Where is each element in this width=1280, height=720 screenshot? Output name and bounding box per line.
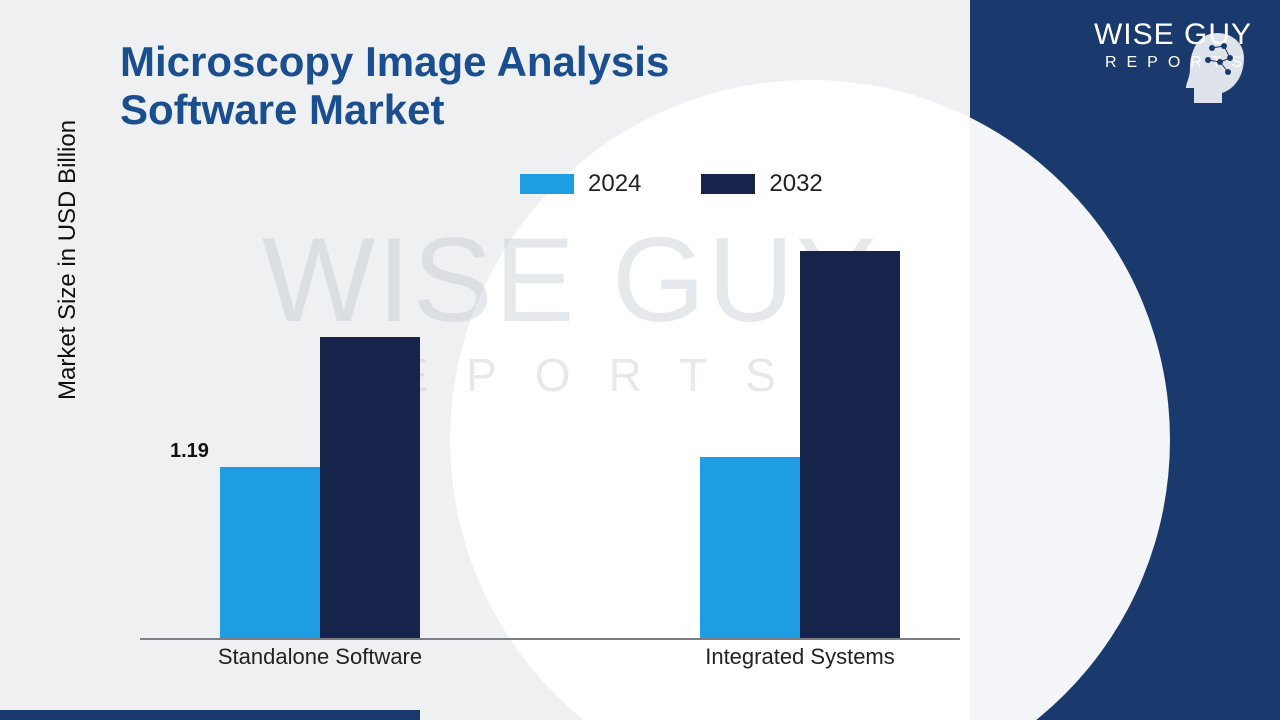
chart-title: Microscopy Image Analysis Software Marke… (120, 38, 840, 135)
figure-canvas: WISE GUY REPORTS Microscopy Image Analys… (0, 0, 1280, 720)
bar-2024 (700, 457, 800, 638)
legend-label-2024: 2024 (588, 170, 641, 198)
bar-cluster: Integrated Systems (700, 208, 900, 638)
brand-logo: WISE GUY REPORTS (1094, 18, 1252, 72)
bar-value-label: 1.19 (170, 440, 209, 463)
legend-swatch-2024 (520, 174, 574, 194)
legend-item-2032: 2032 (701, 170, 822, 198)
bar-2032 (800, 251, 900, 638)
category-label: Standalone Software (210, 638, 430, 669)
brand-head-icon (1182, 28, 1252, 108)
legend: 2024 2032 (520, 170, 823, 198)
category-label: Integrated Systems (690, 638, 910, 669)
legend-label-2032: 2032 (769, 170, 822, 198)
legend-item-2024: 2024 (520, 170, 641, 198)
bottom-accent-bar (0, 710, 420, 720)
bar-2024 (220, 467, 320, 638)
plot-area: 1.19Standalone Software Integrated System… (140, 210, 960, 640)
y-axis-label: Market Size in USD Billion (54, 120, 82, 400)
bar-2032 (320, 337, 420, 638)
legend-swatch-2032 (701, 174, 755, 194)
bar-cluster: 1.19Standalone Software (220, 208, 420, 638)
